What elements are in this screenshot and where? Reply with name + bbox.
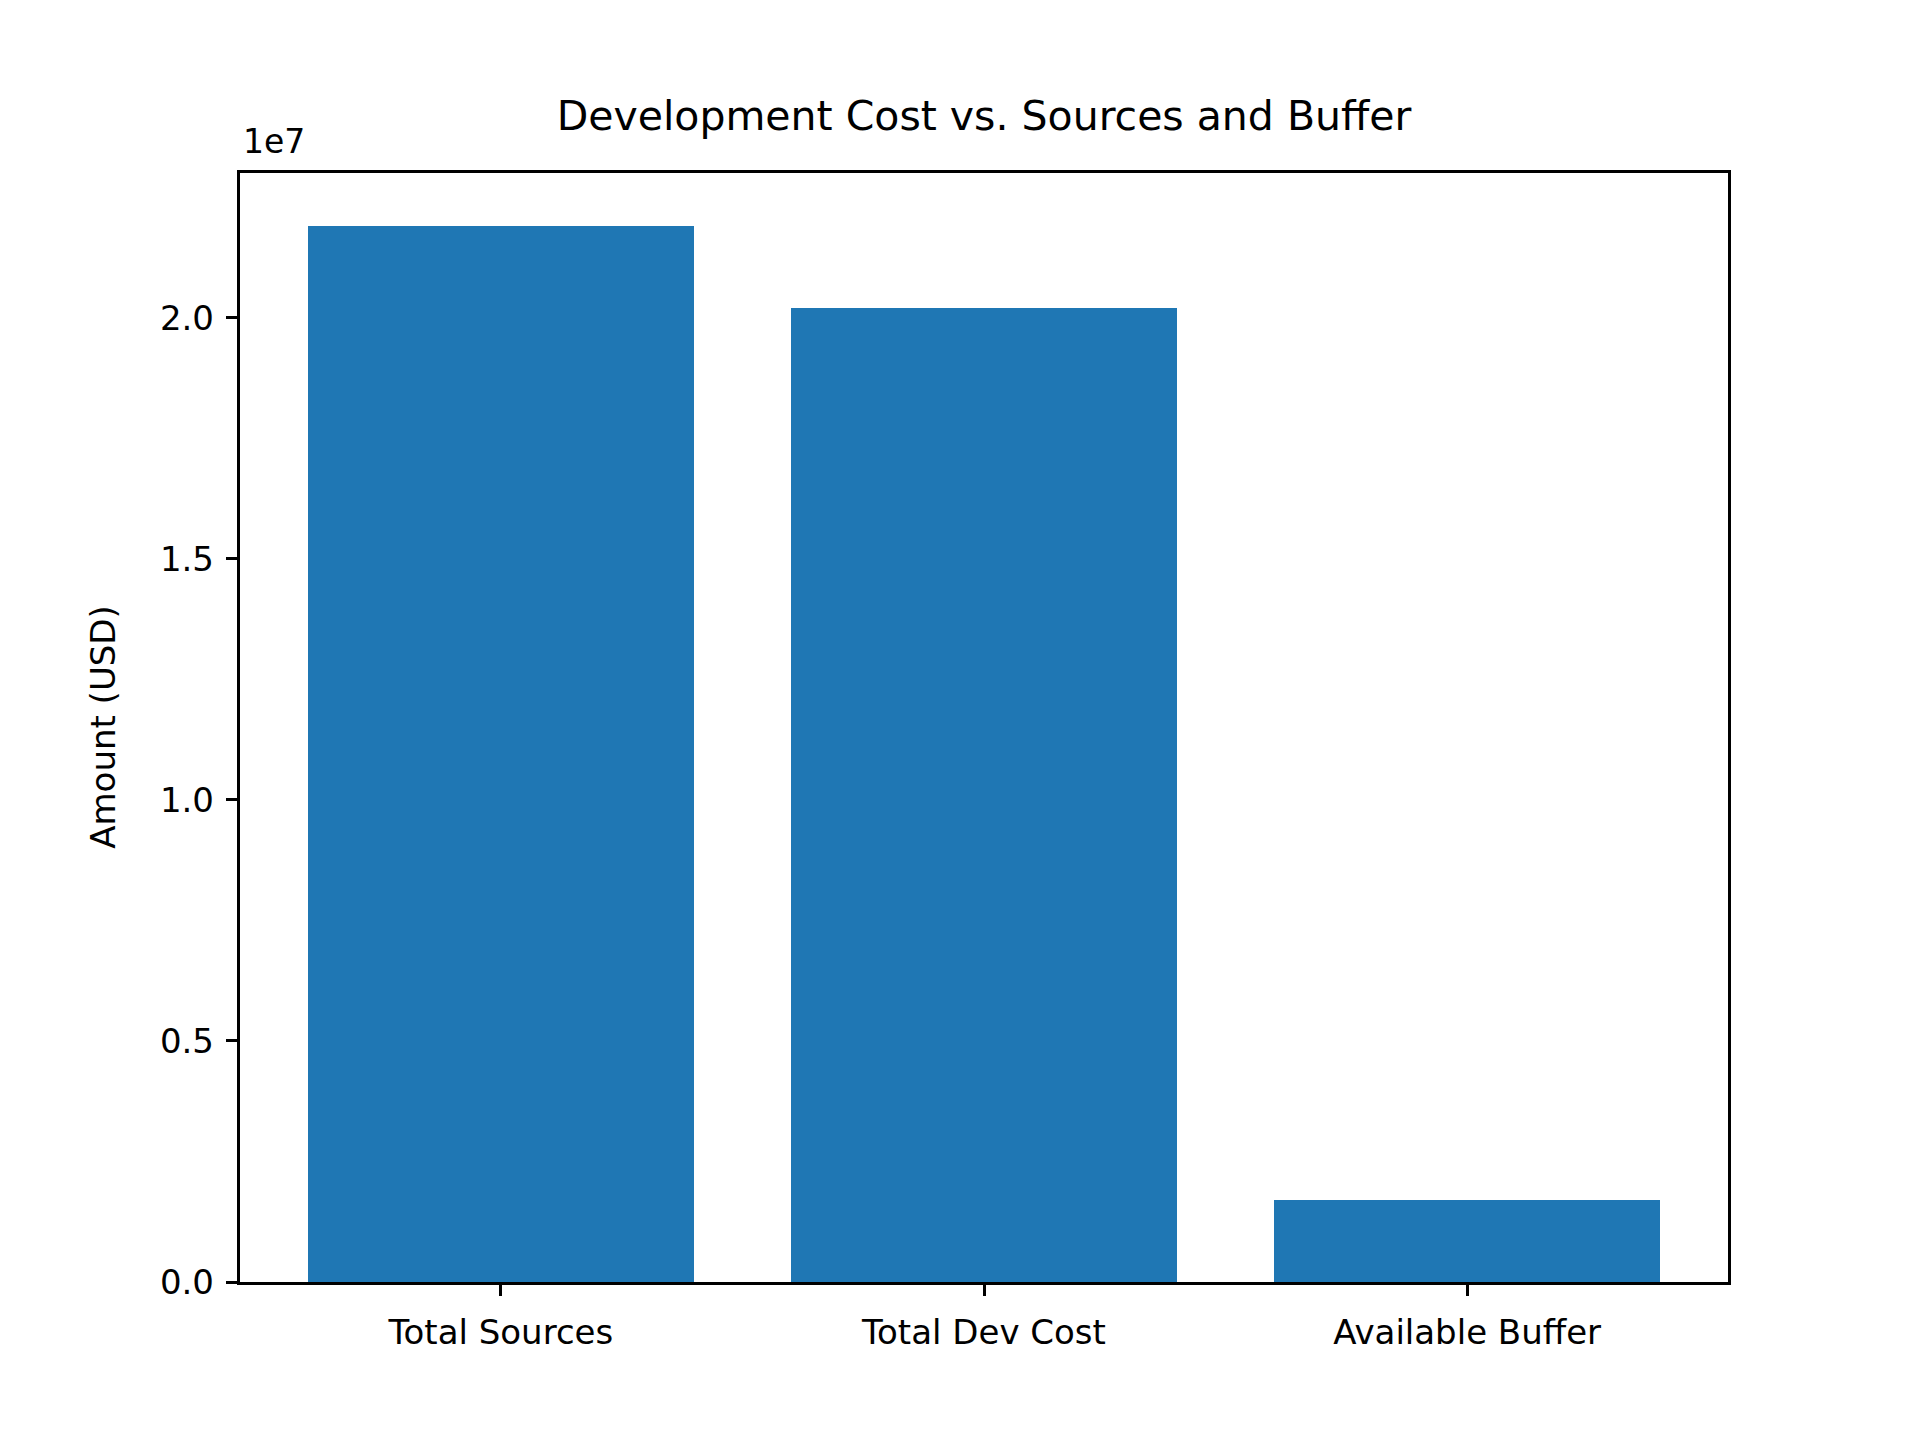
y-tick-label: 2.0 [34, 301, 214, 335]
y-tick-label: 0.0 [34, 1265, 214, 1299]
y-tick-mark [226, 798, 237, 801]
x-tick-mark [1466, 1285, 1469, 1296]
x-tick-label: Total Dev Cost [734, 1312, 1234, 1353]
bar-total-dev-cost [791, 308, 1177, 1282]
bar-total-sources [308, 226, 694, 1282]
bar-available-buffer [1274, 1200, 1660, 1282]
y-tick-label: 1.0 [34, 783, 214, 817]
y-tick-mark [226, 1281, 237, 1284]
y-tick-label: 1.5 [34, 542, 214, 576]
y-tick-mark [226, 316, 237, 319]
y-tick-mark [226, 1039, 237, 1042]
figure: Development Cost vs. Sources and Buffer … [0, 0, 1920, 1440]
x-tick-label: Available Buffer [1217, 1312, 1717, 1353]
x-tick-mark [499, 1285, 502, 1296]
x-tick-mark [983, 1285, 986, 1296]
x-tick-label: Total Sources [251, 1312, 751, 1353]
chart-title: Development Cost vs. Sources and Buffer [237, 92, 1731, 141]
y-tick-label: 0.5 [34, 1024, 214, 1058]
y-tick-mark [226, 557, 237, 560]
y-axis-offset-label: 1e7 [243, 124, 305, 160]
plot-area [237, 170, 1731, 1285]
